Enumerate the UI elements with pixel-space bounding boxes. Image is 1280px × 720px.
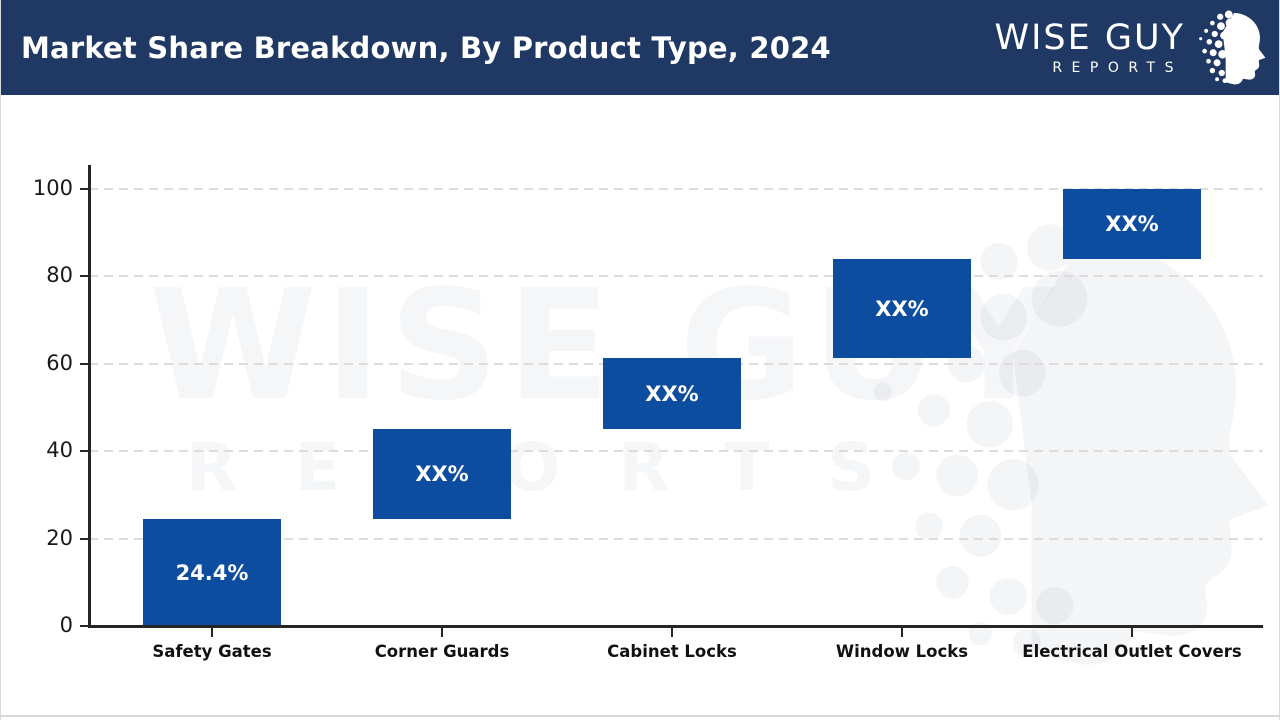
y-tick-mark xyxy=(80,537,89,540)
bar-value-label: 24.4% xyxy=(175,560,249,585)
logo-subtext: REPORTS xyxy=(1052,60,1183,76)
gridline xyxy=(89,450,1263,453)
bottom-rule xyxy=(1,715,1279,717)
x-axis-spine xyxy=(88,625,1263,628)
x-tick-mark xyxy=(211,628,213,637)
category-label: Window Locks xyxy=(835,642,969,661)
y-tick-label: 20 xyxy=(46,525,73,550)
bar-segment: XX% xyxy=(1063,189,1201,259)
y-tick-mark xyxy=(80,188,89,190)
y-tick-mark xyxy=(80,625,89,627)
y-tick-label: 60 xyxy=(46,350,73,375)
x-tick-mark xyxy=(441,628,443,637)
bar-segment: 24.4% xyxy=(143,519,281,626)
category-label: Corner Guards xyxy=(374,642,510,661)
gridline xyxy=(89,275,1263,278)
logo-text: WISE GUY REPORTS xyxy=(994,18,1185,76)
bar-value-label: XX% xyxy=(875,296,929,321)
x-tick-mark xyxy=(671,628,673,637)
category-label: Electrical Outlet Covers xyxy=(1022,642,1242,661)
bar-value-label: XX% xyxy=(1105,211,1159,236)
bar-segment: XX% xyxy=(603,358,741,430)
y-tick-label: 80 xyxy=(46,263,73,288)
y-tick-mark xyxy=(80,362,89,365)
header-bar: Market Share Breakdown, By Product Type,… xyxy=(1,0,1279,95)
category-label: Safety Gates xyxy=(152,642,272,661)
x-tick-mark xyxy=(1131,628,1133,637)
y-tick-label: 0 xyxy=(59,613,73,637)
bar-segment: XX% xyxy=(373,429,511,520)
wiseguy-logo: WISE GUY REPORTS xyxy=(994,6,1267,90)
bar-segment: XX% xyxy=(833,258,971,359)
x-tick-mark xyxy=(901,628,903,637)
bar-value-label: XX% xyxy=(645,381,699,406)
gridline xyxy=(89,537,1263,540)
bar-value-label: XX% xyxy=(415,462,469,487)
y-tick-label: 100 xyxy=(32,176,73,200)
y-axis-spine xyxy=(88,165,91,628)
y-tick-label: 40 xyxy=(46,438,73,463)
y-tick-mark xyxy=(80,275,89,278)
category-label: Cabinet Locks xyxy=(607,642,737,661)
y-tick-mark xyxy=(80,450,89,453)
logo-wordmark: WISE GUY xyxy=(994,18,1185,58)
chart-title: Market Share Breakdown, By Product Type,… xyxy=(21,30,831,65)
gridline xyxy=(89,188,1263,190)
